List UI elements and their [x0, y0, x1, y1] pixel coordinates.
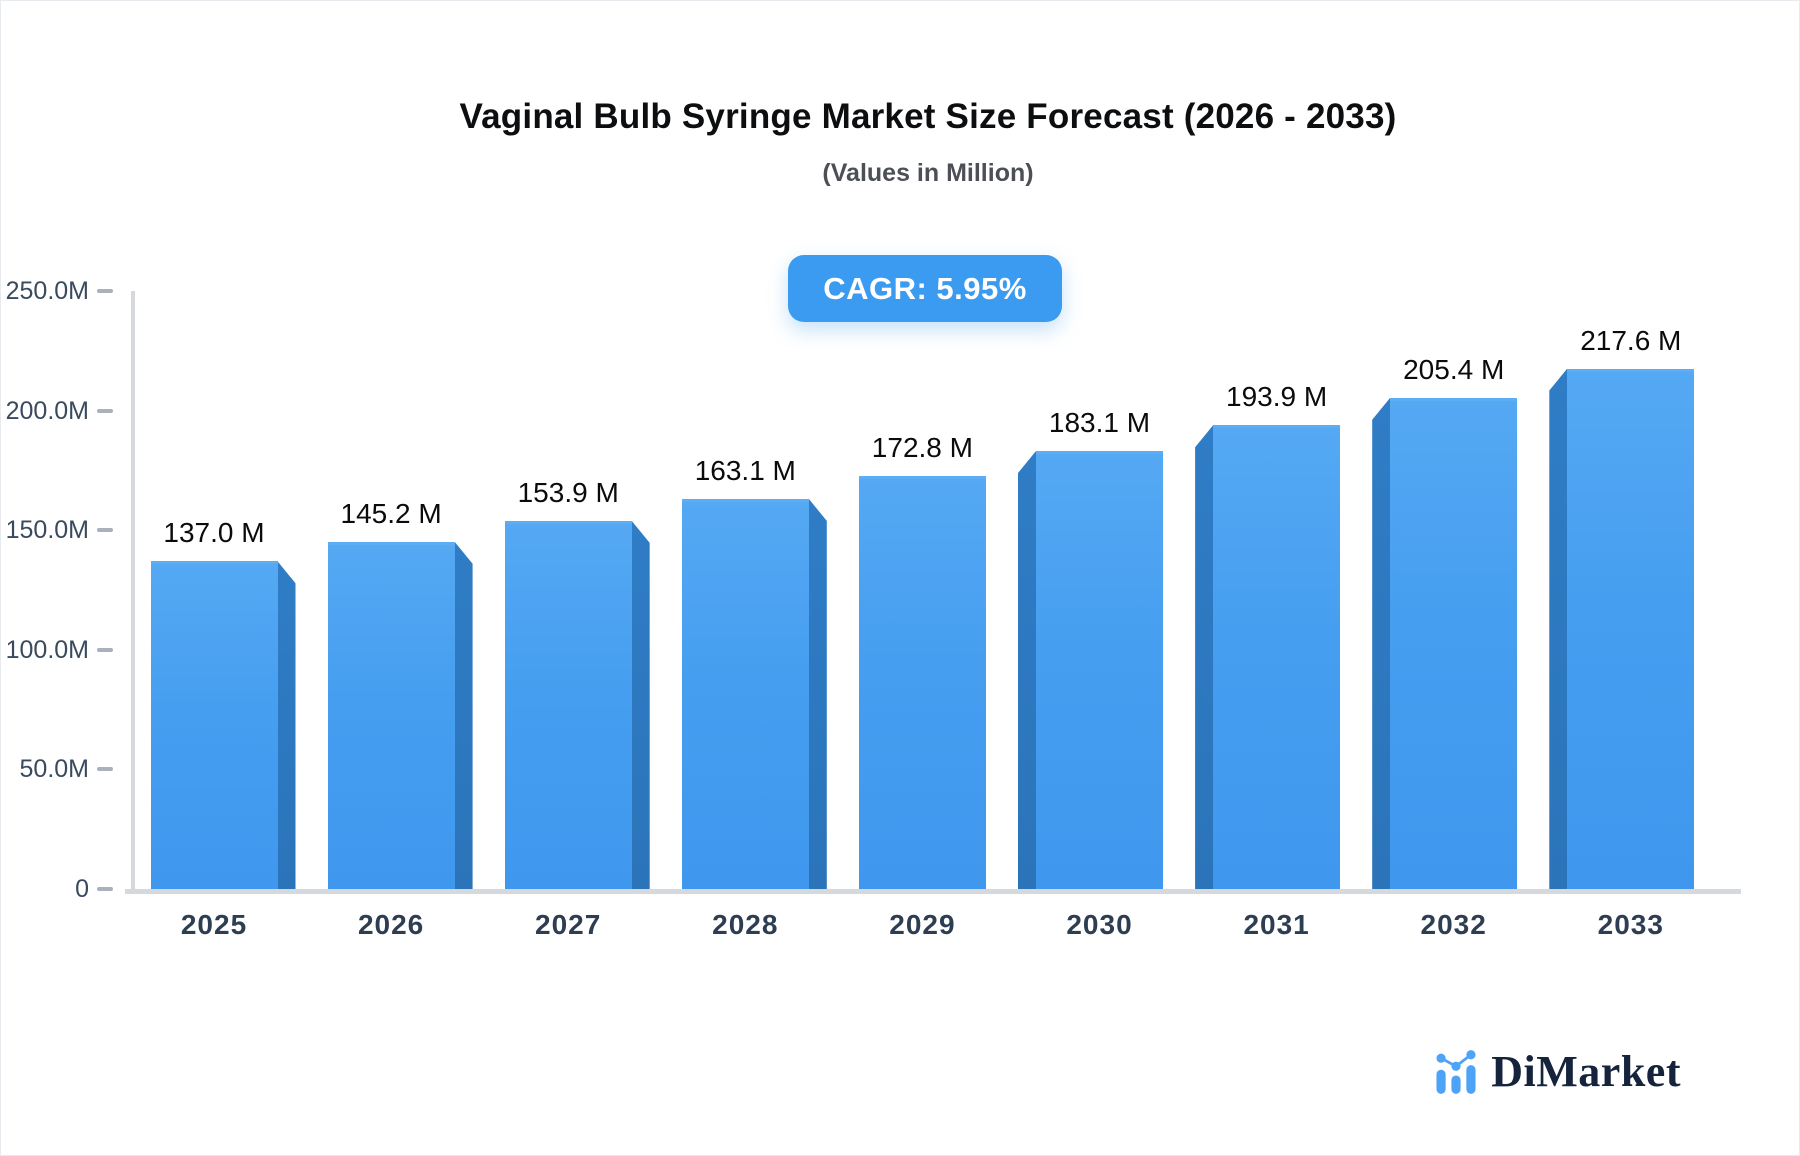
- y-tick-mark: [97, 289, 113, 293]
- cagr-badge-label: CAGR: 5.95%: [823, 270, 1027, 306]
- x-tick-label: 2030: [1066, 909, 1133, 940]
- bar-value-label: 163.1 M: [694, 454, 796, 486]
- bar-face: [504, 520, 632, 889]
- chart-subtitle: (Values in Million): [822, 159, 1034, 187]
- bar-side: [1372, 397, 1391, 889]
- bar-face: [1390, 397, 1518, 889]
- bar-value-label: 137.0 M: [163, 517, 265, 549]
- y-tick-mark: [97, 528, 113, 533]
- x-axis-line: [125, 889, 1741, 894]
- bar-face: [1567, 368, 1695, 889]
- cagr-badge: CAGR: 5.95%: [788, 255, 1062, 322]
- y-tick-mark: [97, 647, 113, 652]
- x-tick-label: 2028: [712, 909, 779, 940]
- bar-2027: [504, 520, 650, 889]
- y-tick-label: 150.0M: [5, 516, 89, 545]
- bar-face: [1036, 451, 1163, 889]
- y-tick-label: 100.0M: [5, 635, 89, 664]
- bar-face: [327, 541, 455, 889]
- bar-2029: [858, 475, 986, 889]
- bar-side: [1549, 368, 1568, 889]
- bar-value-label: 183.1 M: [1048, 407, 1151, 439]
- bar-chart-trend-icon: [1436, 1049, 1476, 1094]
- bar-2030: [1018, 451, 1163, 889]
- bar-face: [1213, 425, 1341, 889]
- y-tick-mark: [97, 767, 113, 772]
- bar-2028: [681, 498, 827, 889]
- chart-title: Vaginal Bulb Syringe Market Size Forecas…: [459, 97, 1397, 136]
- bar-side: [1018, 451, 1036, 889]
- bar-value-label: 145.2 M: [340, 497, 442, 529]
- x-tick-label: 2032: [1420, 909, 1487, 940]
- y-tick-mark: [97, 887, 113, 891]
- y-tick-label: 0: [75, 875, 89, 903]
- x-tick-label: 2026: [357, 909, 425, 940]
- bar-value-label: 193.9 M: [1226, 381, 1328, 413]
- chart-header: Vaginal Bulb Syringe Market Size Forecas…: [1, 97, 1799, 188]
- bar-2033: [1549, 368, 1695, 889]
- bar-side: [631, 520, 650, 889]
- bar-face: [150, 561, 278, 889]
- logo-text: DiMarket: [1491, 1047, 1681, 1096]
- bar-side: [808, 498, 827, 889]
- dimarket-logo: DiMarket: [1433, 1046, 1681, 1097]
- bar-value-label: 172.8 M: [871, 431, 973, 463]
- bar-2026: [327, 541, 473, 889]
- plot-area: 250.0M 200.0M 150.0M 100.0M 50.0M 0 137.0 M 202…: [6, 277, 1741, 940]
- x-tick-label: 2025: [180, 909, 248, 940]
- y-axis-line: [131, 291, 135, 889]
- y-tick-label: 250.0M: [5, 277, 89, 305]
- x-tick-label: 2031: [1243, 909, 1310, 940]
- bar-value-label: 217.6 M: [1580, 324, 1682, 356]
- x-tick-label: 2033: [1597, 909, 1664, 940]
- y-tick-label: 50.0M: [19, 755, 89, 784]
- x-tick-label: 2029: [889, 909, 956, 940]
- x-tick-label: 2027: [535, 909, 602, 940]
- y-tick-mark: [97, 408, 113, 413]
- bar-2032: [1372, 397, 1518, 889]
- bar-side: [1195, 425, 1214, 889]
- bar-side: [454, 541, 473, 889]
- bar-value-label: 205.4 M: [1403, 353, 1505, 385]
- bar-face: [858, 475, 986, 889]
- bar-side: [277, 561, 296, 889]
- y-tick-label: 200.0M: [5, 396, 89, 425]
- bar-value-label: 153.9 M: [517, 476, 619, 508]
- bar-2025: [150, 561, 296, 889]
- bar-2031: [1195, 425, 1341, 889]
- bar-face: [681, 498, 809, 889]
